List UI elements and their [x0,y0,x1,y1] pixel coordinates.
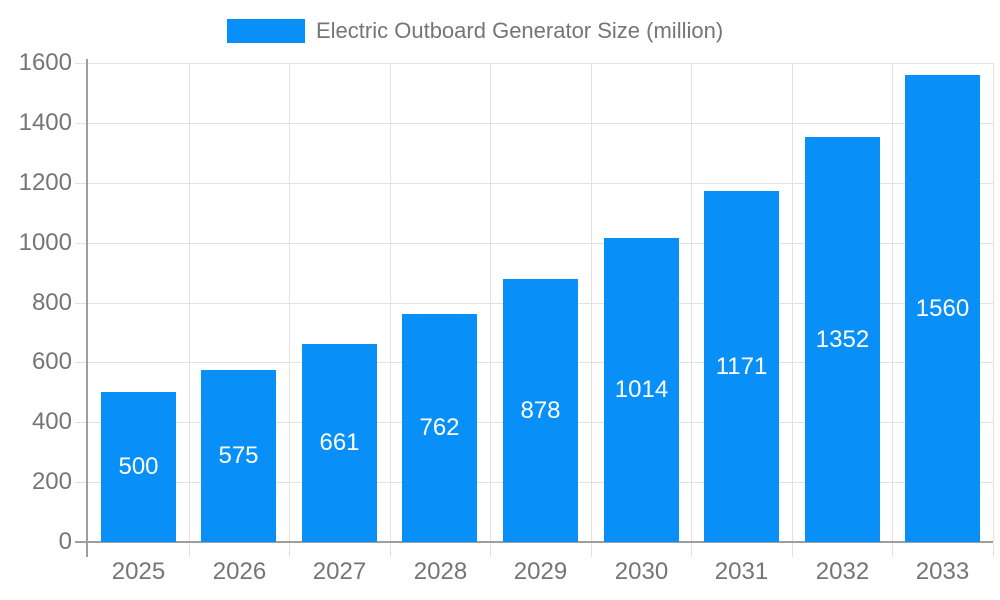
v-gridline-8 [892,63,893,542]
y-axis-tick-800 [75,303,88,304]
bar-2030[interactable] [604,238,679,542]
y-tick-label-400: 400 [31,408,72,435]
bar-2032[interactable] [805,137,880,542]
legend-color-swatch [227,19,305,43]
legend-label: Electric Outboard Generator Size (millio… [316,18,724,43]
y-axis-tick-1000 [75,243,88,244]
y-axis-tick-1200 [75,183,88,184]
x-tick-label-2032: 2032 [815,558,870,585]
y-tick-label-0: 0 [58,528,72,555]
y-tick-label-600: 600 [31,348,72,375]
v-gridline-2 [289,63,290,542]
bar-2029[interactable] [503,279,578,542]
x-axis-tick-2 [289,543,290,557]
v-gridline-6 [691,63,692,542]
x-tick-label-2030: 2030 [614,558,669,585]
v-gridline-7 [792,63,793,542]
x-tick-label-2025: 2025 [111,558,166,585]
y-axis-tick-400 [75,422,88,423]
v-gridline-3 [390,63,391,542]
h-gridline-1200 [88,183,993,184]
v-gridline-5 [591,63,592,542]
y-tick-label-1400: 1400 [18,109,72,136]
v-gridline-9 [993,63,994,542]
h-gridline-1000 [88,243,993,244]
x-tick-label-2028: 2028 [413,558,468,585]
x-axis-tick-4 [490,543,491,557]
y-axis-line [86,59,88,557]
x-axis-tick-9 [993,543,994,557]
bar-value-label-2026: 575 [218,442,259,469]
bar-2025[interactable] [101,392,176,542]
v-gridline-4 [490,63,491,542]
bar-2026[interactable] [201,370,276,542]
x-axis-tick-1 [189,543,190,557]
y-tick-label-1000: 1000 [18,229,72,256]
y-axis-tick-200 [75,482,88,483]
bar-value-label-2031: 1171 [715,353,768,380]
v-gridline-1 [189,63,190,542]
x-tick-label-2027: 2027 [312,558,367,585]
y-axis-tick-600 [75,362,88,363]
h-gridline-1600 [88,63,993,64]
x-axis-tick-6 [691,543,692,557]
x-tick-label-2029: 2029 [513,558,568,585]
bar-value-label-2028: 762 [419,414,460,441]
x-axis-line [75,541,993,543]
bar-value-label-2025: 500 [118,453,159,480]
y-tick-label-800: 800 [31,289,72,316]
x-axis-tick-7 [792,543,793,557]
bar-2028[interactable] [402,314,477,542]
y-tick-label-1600: 1600 [18,49,72,76]
x-tick-label-2033: 2033 [915,558,970,585]
y-tick-label-200: 200 [31,468,72,495]
bar-value-label-2032: 1352 [815,326,870,353]
x-axis-tick-5 [591,543,592,557]
bar-2031[interactable] [704,191,779,542]
bar-value-label-2030: 1014 [614,376,669,403]
bar-2033[interactable] [905,75,980,542]
bar-2027[interactable] [302,344,377,542]
y-axis-tick-1600 [75,63,88,64]
bar-value-label-2029: 878 [520,397,561,424]
h-gridline-1400 [88,123,993,124]
x-axis-tick-3 [390,543,391,557]
x-axis-tick-8 [892,543,893,557]
x-tick-label-2031: 2031 [714,558,769,585]
y-tick-label-1200: 1200 [18,169,72,196]
bar-value-label-2033: 1560 [915,295,970,322]
bar-value-label-2027: 661 [319,429,360,456]
y-axis-tick-1400 [75,123,88,124]
x-tick-label-2026: 2026 [212,558,267,585]
legend-item[interactable]: Electric Outboard Generator Size (millio… [227,17,723,45]
